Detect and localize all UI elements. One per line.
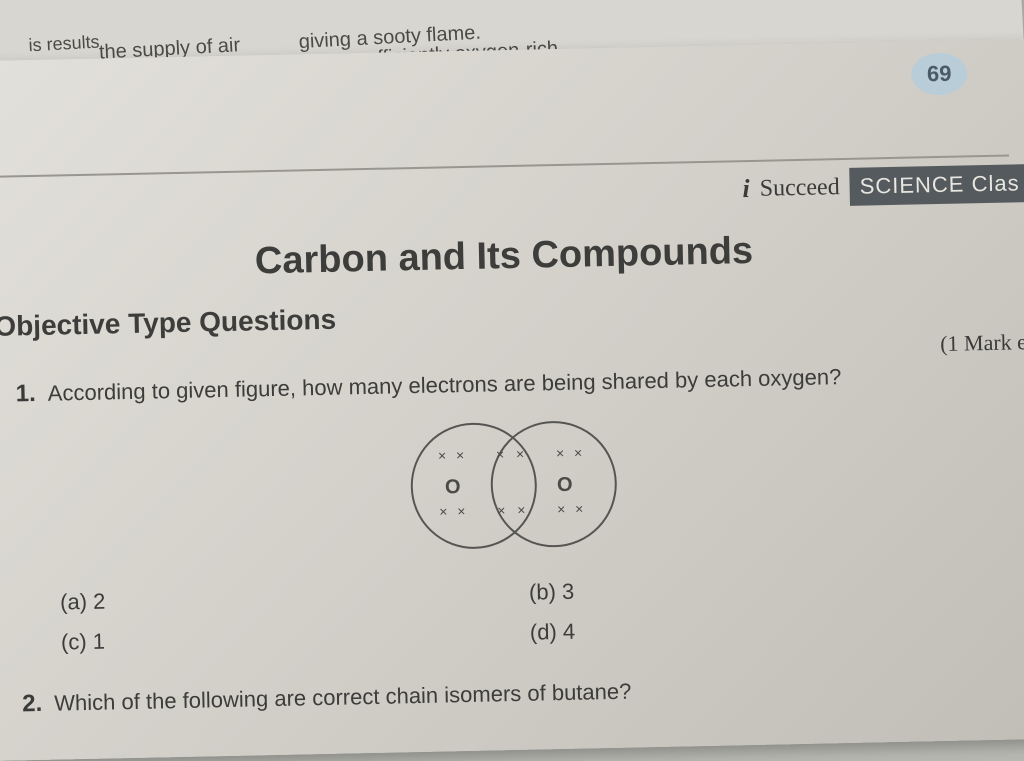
lewis-svg: OO×××××××××××× [377, 412, 650, 568]
svg-text:×: × [438, 447, 447, 463]
svg-text:×: × [574, 445, 583, 461]
svg-text:×: × [575, 501, 584, 517]
question-text: Which of the following are correct chain… [54, 679, 632, 716]
question-text: According to given figure, how many elec… [48, 364, 842, 406]
question-1: 1. According to given figure, how many e… [15, 360, 993, 408]
brand-row: i Succeed SCIENCE Clas [742, 164, 1024, 208]
svg-text:O: O [445, 476, 461, 498]
main-page: 69 i Succeed SCIENCE Clas Carbon and Its… [0, 39, 1024, 761]
option-a: (a) 2 [60, 580, 529, 616]
section-title: Objective Type Questions [0, 304, 336, 343]
option-b: (b) 3 [529, 570, 998, 606]
svg-text:×: × [516, 446, 525, 462]
option-d: (d) 4 [530, 610, 999, 646]
svg-text:×: × [517, 502, 526, 518]
svg-text:×: × [457, 503, 466, 519]
svg-text:×: × [456, 447, 465, 463]
question-number: 1. [15, 380, 36, 408]
svg-text:×: × [557, 501, 566, 517]
svg-text:O: O [557, 474, 573, 496]
brand-science-box: SCIENCE Clas [849, 164, 1024, 206]
question-number: 2. [22, 690, 43, 718]
bg-frag: is results [28, 32, 100, 57]
option-c: (c) 1 [61, 620, 530, 656]
svg-text:×: × [497, 502, 506, 518]
mark-label: (1 Mark e [940, 329, 1024, 357]
page-number-badge: 69 [911, 52, 968, 95]
question-1-options: (a) 2 (b) 3 (c) 1 (d) 4 [60, 570, 999, 656]
svg-text:×: × [439, 503, 448, 519]
brand-succeed: Succeed [759, 174, 840, 203]
question-2: 2. Which of the following are correct ch… [22, 670, 1000, 718]
svg-text:×: × [496, 446, 505, 462]
chapter-title: Carbon and Its Compounds [0, 224, 1021, 289]
brand-i: i [742, 174, 750, 204]
svg-text:×: × [556, 445, 565, 461]
lewis-diagram: OO×××××××××××× [0, 404, 1024, 576]
page-number: 69 [927, 61, 952, 88]
